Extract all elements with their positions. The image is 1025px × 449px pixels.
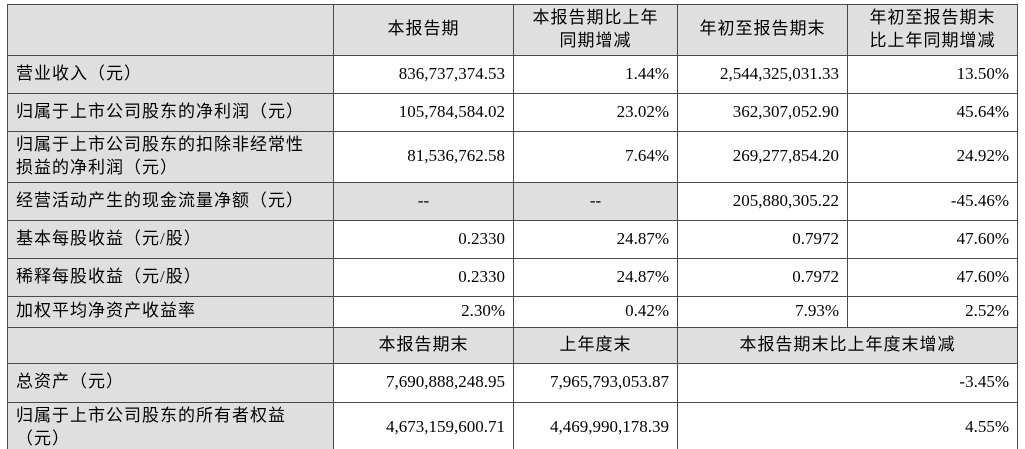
- cell-value: 836,737,374.53: [333, 54, 514, 94]
- row-label: 基本每股收益（元/股）: [7, 219, 334, 259]
- header-period-end-vs-prior: 本报告期末比上年度末增减: [677, 326, 1018, 364]
- cell-value: 7,690,888,248.95: [333, 362, 514, 403]
- cell-value: 4,469,990,178.39: [513, 401, 678, 449]
- table-row-basic-eps: 基本每股收益（元/股） 0.2330 24.87% 0.7972 47.60%: [7, 219, 1018, 259]
- cell-empty-dash: --: [333, 181, 514, 221]
- table-row-net-profit-excl-nonrecurring: 归属于上市公司股东的扣除非经常性 损益的净利润（元） 81,536,762.58…: [7, 130, 1018, 183]
- cell-value: 7,965,793,053.87: [513, 362, 678, 403]
- cell-value: 105,784,584.02: [333, 92, 514, 132]
- cell-value: 4.55%: [677, 401, 1018, 449]
- cell-value: 0.2330: [333, 219, 514, 259]
- cell-value: 4,673,159,600.71: [333, 401, 514, 449]
- cell-value: 2.30%: [333, 295, 514, 328]
- cell-value: 47.60%: [847, 257, 1018, 297]
- table-row-owners-equity: 归属于上市公司股东的所有者权益 （元） 4,673,159,600.71 4,4…: [7, 401, 1018, 449]
- header-prior-year-end: 上年度末: [513, 326, 678, 364]
- row-label: 总资产（元）: [7, 362, 334, 403]
- cell-value: -45.46%: [847, 181, 1018, 221]
- table-row-net-profit: 归属于上市公司股东的净利润（元） 105,784,584.02 23.02% 3…: [7, 92, 1018, 132]
- table-row-diluted-eps: 稀释每股收益（元/股） 0.2330 24.87% 0.7972 47.60%: [7, 257, 1018, 297]
- section2-header-row: 本报告期末 上年度末 本报告期末比上年度末增减: [7, 326, 1018, 364]
- cell-value: 2.52%: [847, 295, 1018, 328]
- table-row-weighted-roe: 加权平均净资产收益率 2.30% 0.42% 7.93% 2.52%: [7, 295, 1018, 328]
- row-label: 稀释每股收益（元/股）: [7, 257, 334, 297]
- cell-value: 0.7972: [677, 257, 848, 297]
- cell-value: 47.60%: [847, 219, 1018, 259]
- row-label: 归属于上市公司股东的所有者权益 （元）: [7, 401, 334, 449]
- section1-header-row: 本报告期 本报告期比上年 同期增减 年初至报告期末 年初至报告期末 比上年同期增…: [7, 4, 1018, 56]
- table-row-operating-cash-flow: 经营活动产生的现金流量净额（元） -- -- 205,880,305.22 -4…: [7, 181, 1018, 221]
- cell-value: 24.87%: [513, 257, 678, 297]
- cell-value: 24.92%: [847, 130, 1018, 183]
- cell-value: 205,880,305.22: [677, 181, 848, 221]
- header-current-period-yoy: 本报告期比上年 同期增减: [513, 4, 678, 56]
- financial-indicators-table: 本报告期 本报告期比上年 同期增减 年初至报告期末 年初至报告期末 比上年同期增…: [7, 4, 1018, 449]
- cell-value: 0.2330: [333, 257, 514, 297]
- cell-value: 81,536,762.58: [333, 130, 514, 183]
- header-ytd: 年初至报告期末: [677, 4, 848, 56]
- header-period-end: 本报告期末: [333, 326, 514, 364]
- cell-value: 2,544,325,031.33: [677, 54, 848, 94]
- cell-value: 0.42%: [513, 295, 678, 328]
- cell-value: 7.93%: [677, 295, 848, 328]
- row-label: 营业收入（元）: [7, 54, 334, 94]
- header-current-period: 本报告期: [333, 4, 514, 56]
- row-label: 归属于上市公司股东的净利润（元）: [7, 92, 334, 132]
- corner-cell: [7, 4, 334, 56]
- cell-value: 1.44%: [513, 54, 678, 94]
- cell-value: 13.50%: [847, 54, 1018, 94]
- cell-value: 362,307,052.90: [677, 92, 848, 132]
- row-label: 归属于上市公司股东的扣除非经常性 损益的净利润（元）: [7, 130, 334, 183]
- cell-value: 45.64%: [847, 92, 1018, 132]
- cell-value: -3.45%: [677, 362, 1018, 403]
- cell-empty-dash: --: [513, 181, 678, 221]
- cell-value: 7.64%: [513, 130, 678, 183]
- cell-value: 23.02%: [513, 92, 678, 132]
- cell-value: 0.7972: [677, 219, 848, 259]
- table-row-revenue: 营业收入（元） 836,737,374.53 1.44% 2,544,325,0…: [7, 54, 1018, 94]
- row-label: 经营活动产生的现金流量净额（元）: [7, 181, 334, 221]
- row-label: 加权平均净资产收益率: [7, 295, 334, 328]
- cell-value: 24.87%: [513, 219, 678, 259]
- header-ytd-yoy: 年初至报告期末 比上年同期增减: [847, 4, 1018, 56]
- corner-cell: [7, 326, 334, 364]
- cell-value: 269,277,854.20: [677, 130, 848, 183]
- table-row-total-assets: 总资产（元） 7,690,888,248.95 7,965,793,053.87…: [7, 362, 1018, 403]
